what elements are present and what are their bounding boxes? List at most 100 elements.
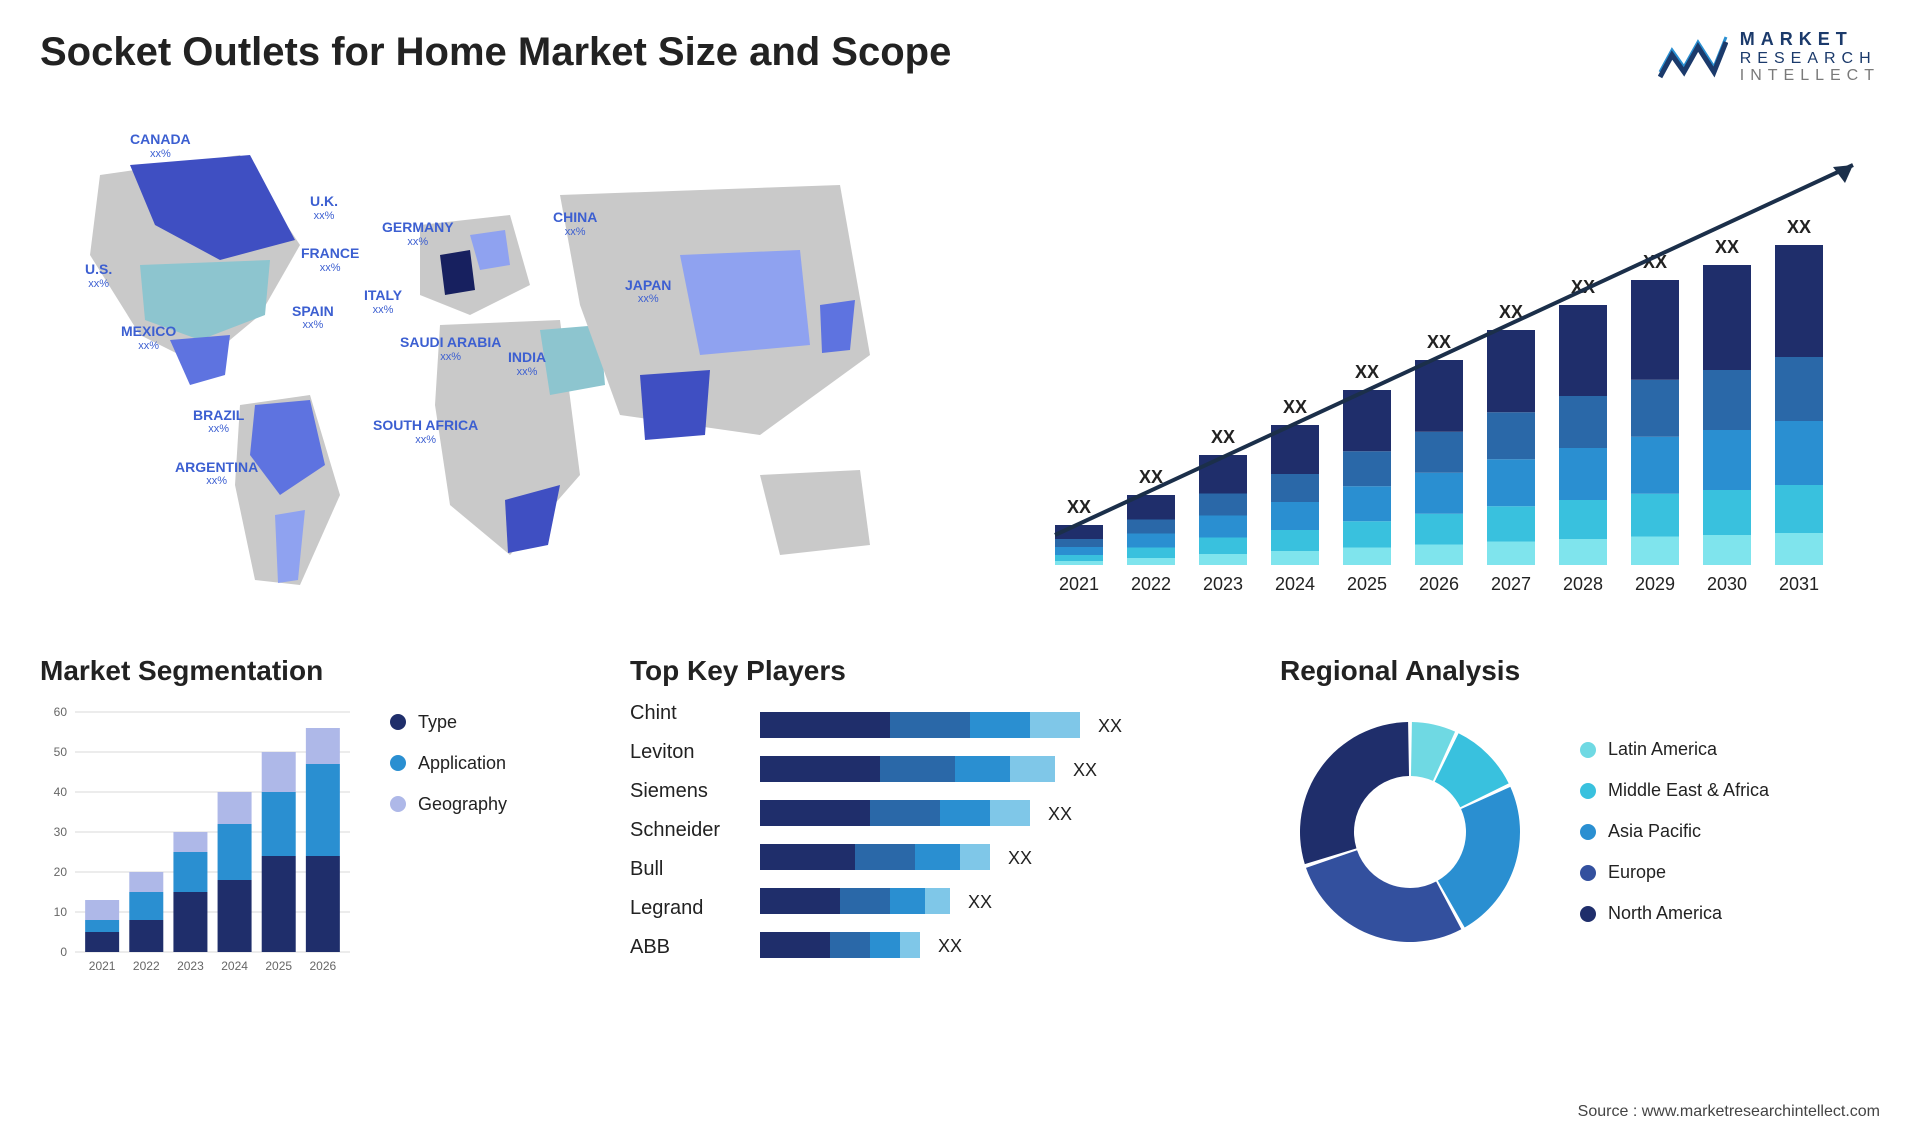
svg-text:10: 10 (54, 905, 68, 919)
player-name: ABB (630, 936, 720, 959)
svg-text:2023: 2023 (1203, 574, 1243, 594)
regional-legend-item: North America (1580, 903, 1769, 924)
regional-donut-chart (1280, 702, 1540, 962)
map-label-india: INDIAxx% (508, 349, 546, 379)
legend-swatch (390, 714, 406, 730)
map-label-mexico: MEXICOxx% (121, 323, 176, 353)
segmentation-legend-item: Application (390, 753, 507, 774)
legend-label: Asia Pacific (1608, 821, 1701, 842)
map-label-china: CHINAxx% (553, 209, 597, 239)
logo-text-1: MARKET (1740, 30, 1880, 50)
svg-text:XX: XX (1098, 716, 1122, 736)
regional-legend-item: Europe (1580, 862, 1769, 883)
map-label-u-s-: U.S.xx% (85, 261, 112, 291)
svg-text:30: 30 (54, 825, 68, 839)
svg-text:XX: XX (968, 892, 992, 912)
segmentation-bar-chart: 0 10 20 30 40 50 60 2021 2022 2023 2024 2025 2026 (40, 702, 360, 982)
map-label-japan: JAPANxx% (625, 277, 671, 307)
legend-label: North America (1608, 903, 1722, 924)
regional-legend-item: Asia Pacific (1580, 821, 1769, 842)
legend-label: Application (418, 753, 506, 774)
map-label-south-africa: SOUTH AFRICAxx% (373, 417, 478, 447)
svg-text:2022: 2022 (133, 959, 160, 973)
map-label-spain: SPAINxx% (292, 303, 334, 333)
segmentation-title: Market Segmentation (40, 655, 580, 687)
map-label-u-k-: U.K.xx% (310, 193, 338, 223)
segmentation-panel: Market Segmentation 0 10 20 30 40 50 60 2021 202… (40, 655, 580, 982)
map-label-italy: ITALYxx% (364, 287, 402, 317)
player-name: Chint (630, 702, 720, 725)
legend-swatch (390, 755, 406, 771)
svg-text:2021: 2021 (1059, 574, 1099, 594)
players-bar-chart: XXXXXXXXXXXX (750, 702, 1170, 982)
map-label-saudi-arabia: SAUDI ARABIAxx% (400, 334, 501, 364)
segmentation-legend: Type Application Geography (390, 712, 507, 815)
logo: MARKET RESEARCH INTELLECT (1658, 30, 1880, 85)
svg-text:2021: 2021 (89, 959, 116, 973)
map-label-argentina: ARGENTINAxx% (175, 459, 258, 489)
svg-text:2025: 2025 (1347, 574, 1387, 594)
svg-text:50: 50 (54, 745, 68, 759)
player-name: Legrand (630, 897, 720, 920)
svg-text:2022: 2022 (1131, 574, 1171, 594)
map-label-germany: GERMANYxx% (382, 219, 454, 249)
svg-text:2026: 2026 (1419, 574, 1459, 594)
svg-text:40: 40 (54, 785, 68, 799)
svg-text:XX: XX (1715, 237, 1739, 257)
svg-text:0: 0 (60, 945, 67, 959)
player-name: Bull (630, 858, 720, 881)
world-map (40, 105, 940, 625)
svg-text:2024: 2024 (221, 959, 248, 973)
legend-swatch (1580, 906, 1596, 922)
svg-text:20: 20 (54, 865, 68, 879)
legend-swatch (1580, 824, 1596, 840)
legend-label: Latin America (1608, 739, 1717, 760)
svg-text:2023: 2023 (177, 959, 204, 973)
legend-label: Type (418, 712, 457, 733)
svg-text:60: 60 (54, 705, 68, 719)
svg-text:2031: 2031 (1779, 574, 1819, 594)
svg-text:XX: XX (1139, 467, 1163, 487)
map-label-canada: CANADAxx% (130, 131, 191, 161)
legend-swatch (1580, 783, 1596, 799)
legend-swatch (1580, 742, 1596, 758)
legend-swatch (390, 796, 406, 812)
regional-legend-item: Middle East & Africa (1580, 780, 1769, 801)
page-title: Socket Outlets for Home Market Size and … (40, 30, 951, 75)
player-name: Schneider (630, 819, 720, 842)
regional-legend: Latin America Middle East & Africa Asia Pa… (1580, 739, 1769, 924)
legend-label: Europe (1608, 862, 1666, 883)
svg-text:2026: 2026 (310, 959, 337, 973)
world-map-panel: CANADAxx%U.S.xx%MEXICOxx%BRAZILxx%ARGENT… (40, 105, 940, 625)
svg-text:XX: XX (1008, 848, 1032, 868)
regional-panel: Regional Analysis Latin America Middle Ea… (1280, 655, 1880, 982)
svg-text:XX: XX (1211, 427, 1235, 447)
legend-swatch (1580, 865, 1596, 881)
player-name: Siemens (630, 780, 720, 803)
legend-label: Geography (418, 794, 507, 815)
player-name: Leviton (630, 741, 720, 764)
logo-icon (1658, 32, 1728, 82)
svg-text:XX: XX (1048, 804, 1072, 824)
svg-text:XX: XX (1787, 217, 1811, 237)
segmentation-legend-item: Geography (390, 794, 507, 815)
regional-title: Regional Analysis (1280, 655, 1880, 687)
svg-text:XX: XX (1067, 497, 1091, 517)
growth-bar-chart: XX 2021 XX 2022 XX 2023 XX 2024 XX 2025 XX 2026 XX 20… (1000, 105, 1880, 625)
svg-text:XX: XX (1355, 362, 1379, 382)
logo-text-2: RESEARCH (1740, 50, 1880, 68)
svg-text:XX: XX (1427, 332, 1451, 352)
players-panel: Top Key Players Chint Leviton Siemens Schne… (630, 655, 1230, 982)
segmentation-legend-item: Type (390, 712, 507, 733)
players-title: Top Key Players (630, 655, 1230, 687)
svg-text:2024: 2024 (1275, 574, 1315, 594)
svg-text:2028: 2028 (1563, 574, 1603, 594)
regional-legend-item: Latin America (1580, 739, 1769, 760)
svg-text:2025: 2025 (265, 959, 292, 973)
legend-label: Middle East & Africa (1608, 780, 1769, 801)
logo-text-3: INTELLECT (1740, 67, 1880, 85)
players-list: Chint Leviton Siemens Schneider Bull Legrand A… (630, 702, 720, 982)
svg-text:2027: 2027 (1491, 574, 1531, 594)
svg-text:XX: XX (938, 936, 962, 956)
map-label-france: FRANCExx% (301, 245, 359, 275)
